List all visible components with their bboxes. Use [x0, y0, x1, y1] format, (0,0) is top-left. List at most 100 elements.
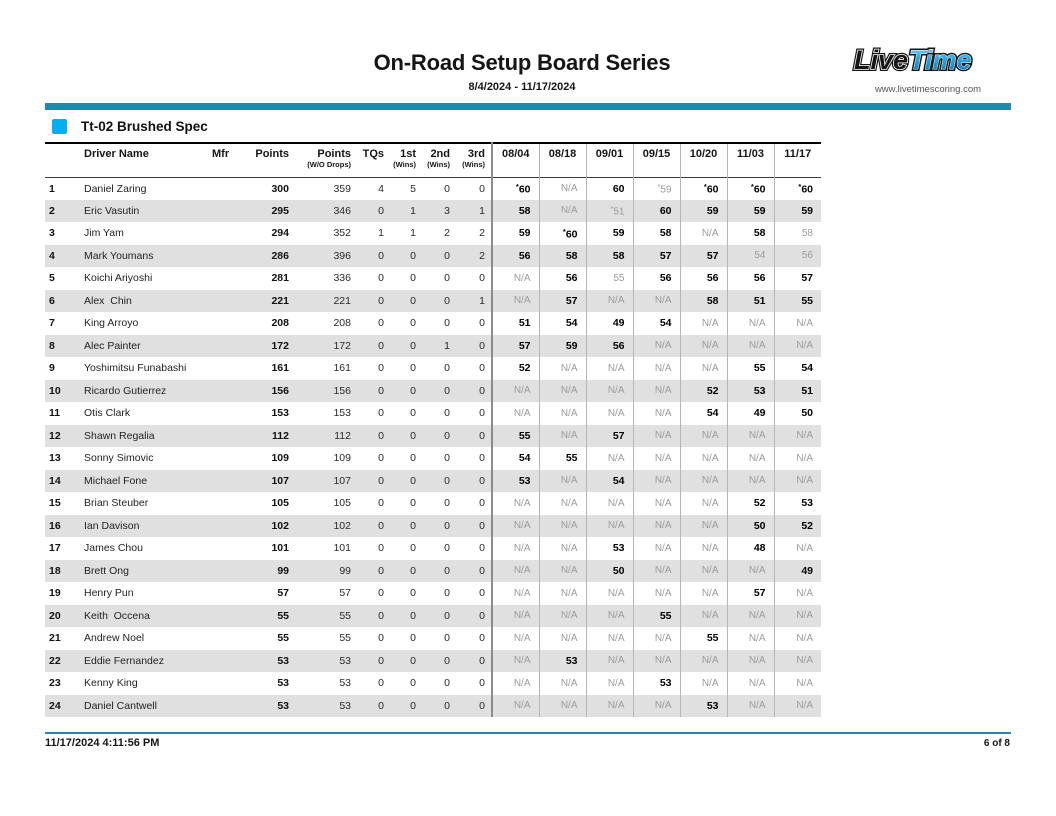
score-cell-na: N/A — [679, 222, 727, 245]
first-wins-cell: 0 — [410, 564, 416, 577]
mfr-cell — [210, 537, 248, 560]
mfr-cell — [210, 267, 248, 290]
score-cell: 59 — [538, 334, 586, 357]
score-cell-na: N/A — [585, 604, 633, 627]
rank-cell: 11 — [49, 407, 61, 420]
rank-cell: 13 — [49, 452, 61, 465]
score-cell-na: N/A — [679, 469, 727, 492]
mfr-cell — [210, 222, 248, 245]
driver-name-cell: Daniel Zaring — [84, 182, 147, 195]
score-cell-na: N/A — [679, 492, 727, 515]
score-cell-na: N/A — [491, 402, 539, 425]
score-cell: 57 — [773, 267, 821, 290]
mfr-cell — [210, 245, 248, 268]
score-cell: 55 — [491, 424, 539, 447]
tqs-cell: 0 — [378, 699, 384, 712]
score-cell-na: N/A — [773, 627, 821, 650]
col-date-09-01: 09/01 — [585, 143, 633, 177]
points-wo-drops-cell: 55 — [339, 632, 351, 645]
col-mfr: Mfr — [212, 148, 230, 160]
points-wo-drops-cell: 112 — [334, 429, 351, 442]
mfr-cell — [210, 200, 248, 223]
score-cell: 49 — [773, 559, 821, 582]
rank-cell: 14 — [49, 474, 61, 487]
score-cell-na: N/A — [585, 379, 633, 402]
tqs-cell: 0 — [378, 407, 384, 420]
driver-name-cell: Kenny King — [84, 677, 138, 690]
page-number: 6 of 8 — [983, 738, 1010, 749]
score-cell-na: N/A — [679, 334, 727, 357]
score-cell-na: N/A — [679, 672, 727, 695]
score-cell-na: N/A — [538, 402, 586, 425]
score-cell: 48 — [726, 537, 774, 560]
points-cell: 161 — [271, 362, 289, 375]
third-wins-cell: 0 — [479, 542, 485, 555]
second-wins-cell: 0 — [444, 317, 450, 330]
logo-live-outline: Live — [854, 45, 908, 75]
score-cell: 52 — [491, 357, 539, 380]
score-cell-na: N/A — [585, 492, 633, 515]
score-cell: 58 — [726, 222, 774, 245]
score-cell-na: N/A — [679, 604, 727, 627]
driver-name-cell: Henry Pun — [84, 587, 134, 600]
score-cell: *60 — [491, 177, 539, 200]
table-row: 23 Kenny King 53 53 0 0 0 0 N/A N/A N/A 53 N… — [45, 672, 821, 695]
second-wins-cell: 0 — [444, 699, 450, 712]
table-row: 11 Otis Clark 153 153 0 0 0 0 N/A N/A N/A N… — [45, 402, 821, 425]
driver-name-cell: King Arroyo — [84, 317, 139, 330]
table-row: 2 Eric Vasutin 295 346 0 1 3 1 58 N/A *51 6… — [45, 199, 821, 223]
points-cell: 107 — [271, 474, 289, 487]
third-wins-cell: 0 — [479, 564, 485, 577]
tqs-cell: 0 — [378, 474, 384, 487]
driver-name-cell: Andrew Noel — [84, 632, 145, 645]
tqs-cell: 0 — [378, 564, 384, 577]
mfr-cell — [210, 312, 248, 335]
third-wins-cell: 1 — [479, 294, 485, 307]
first-wins-cell: 0 — [410, 519, 416, 532]
second-wins-cell: 0 — [444, 564, 450, 577]
driver-name-cell: Daniel Cantwell — [84, 699, 157, 712]
points-wo-drops-cell: 352 — [333, 227, 351, 240]
score-cell: 55 — [632, 604, 680, 627]
score-cell-na: N/A — [773, 469, 821, 492]
score-cell: 59 — [773, 199, 821, 222]
col-2nd-wins: 2nd (Wins) — [422, 143, 456, 177]
score-cell-na: N/A — [538, 582, 586, 605]
tqs-cell: 0 — [378, 204, 384, 217]
points-wo-drops-cell: 336 — [333, 272, 351, 285]
driver-name-cell: Michael Fone — [84, 474, 148, 487]
score-cell-na: N/A — [632, 379, 680, 402]
score-cell-na: N/A — [585, 514, 633, 537]
score-cell: 51 — [726, 289, 774, 312]
score-cell: 52 — [773, 514, 821, 537]
score-cell-na: N/A — [491, 694, 539, 717]
series-date-range: 8/4/2024 - 11/17/2024 — [468, 81, 576, 93]
score-cell: 58 — [491, 199, 539, 222]
score-cell-na: N/A — [632, 357, 680, 380]
score-cell: 57 — [491, 334, 539, 357]
score-cell: 59 — [491, 222, 539, 245]
third-wins-cell: 0 — [479, 699, 485, 712]
first-wins-cell: 0 — [410, 654, 416, 667]
score-cell-na: N/A — [679, 312, 727, 335]
first-wins-cell: 0 — [410, 542, 416, 555]
score-cell: 50 — [585, 559, 633, 582]
rank-cell: 15 — [49, 497, 61, 510]
third-wins-cell: 2 — [479, 249, 485, 262]
tqs-cell: 0 — [378, 519, 384, 532]
score-cell-na: N/A — [632, 447, 680, 470]
driver-name-cell: Koichi Ariyoshi — [84, 272, 153, 285]
score-cell-na: N/A — [585, 402, 633, 425]
score-cell-na: N/A — [491, 627, 539, 650]
second-wins-cell: 0 — [444, 249, 450, 262]
rank-cell: 17 — [49, 542, 61, 555]
rank-cell: 3 — [49, 227, 55, 240]
score-cell-na: N/A — [585, 357, 633, 380]
rank-cell: 20 — [49, 609, 61, 622]
col-1st-sublabel: (Wins) — [393, 160, 416, 169]
table-row: 16 Ian Davison 102 102 0 0 0 0 N/A N/A N/A… — [45, 514, 821, 537]
points-cell: 294 — [271, 227, 289, 240]
second-wins-cell: 0 — [444, 407, 450, 420]
score-cell: 58 — [679, 289, 727, 312]
second-wins-cell: 0 — [444, 542, 450, 555]
